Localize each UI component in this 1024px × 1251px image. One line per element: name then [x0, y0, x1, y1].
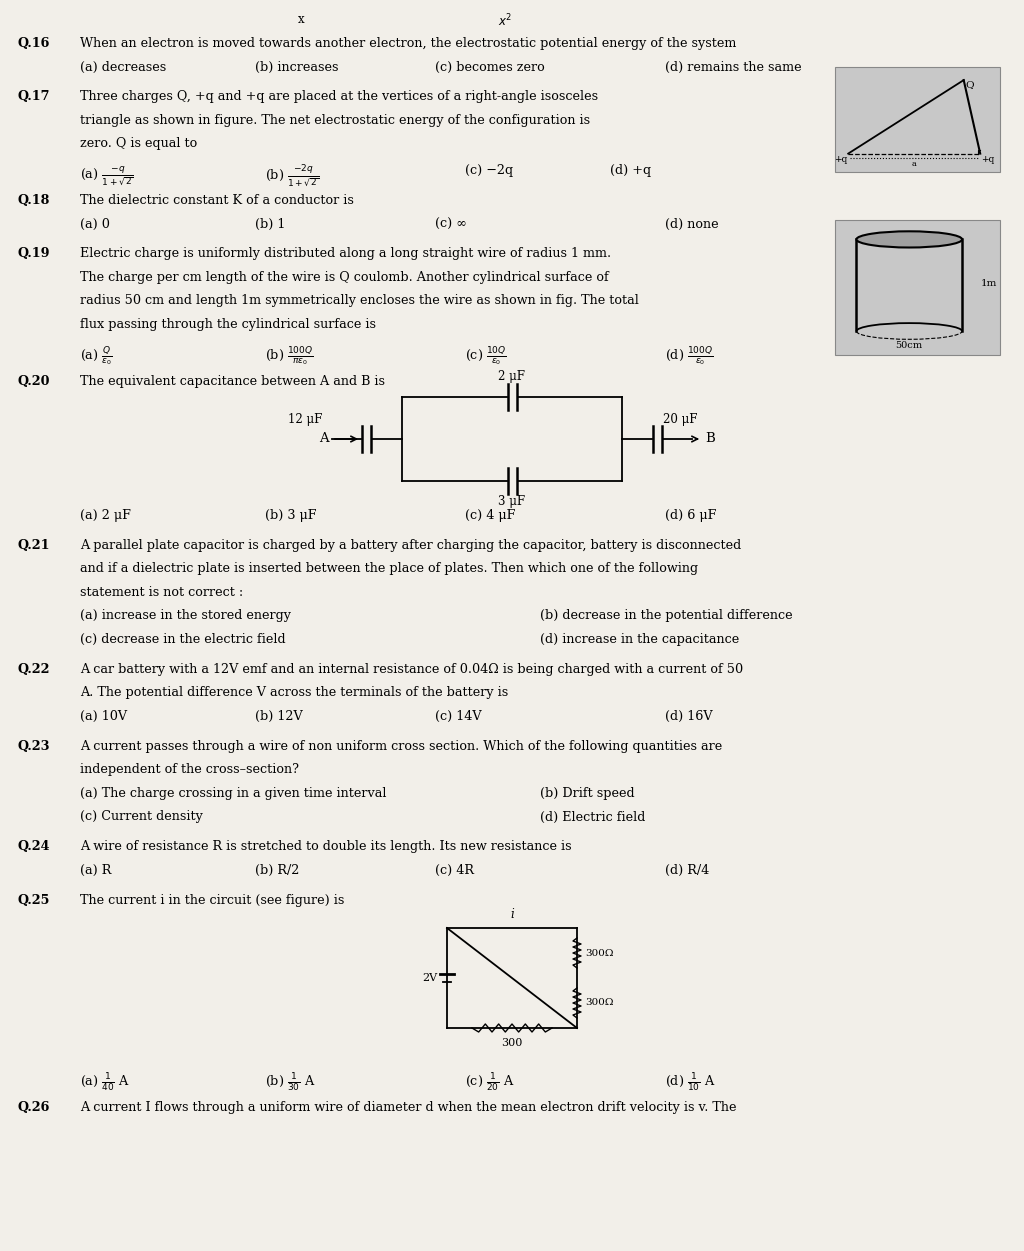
Text: A car battery with a 12V emf and an internal resistance of 0.04Ω is being charge: A car battery with a 12V emf and an inte… [80, 663, 743, 676]
Text: (b) R/2: (b) R/2 [255, 864, 299, 877]
Text: 300: 300 [502, 1038, 522, 1048]
Text: (c) ∞: (c) ∞ [435, 218, 467, 230]
Text: Q.20: Q.20 [18, 375, 50, 388]
Text: Q.26: Q.26 [18, 1101, 50, 1113]
Text: i: i [510, 908, 514, 921]
Text: and if a dielectric plate is inserted between the place of plates. Then which on: and if a dielectric plate is inserted be… [80, 563, 698, 575]
Text: independent of the cross–section?: independent of the cross–section? [80, 763, 299, 777]
Text: The charge per cm length of the wire is Q coulomb. Another cylindrical surface o: The charge per cm length of the wire is … [80, 271, 608, 284]
Text: (d) increase in the capacitance: (d) increase in the capacitance [540, 633, 739, 646]
Text: The dielectric constant K of a conductor is: The dielectric constant K of a conductor… [80, 194, 354, 206]
Text: (d) +q: (d) +q [610, 164, 651, 176]
Text: (a) $\frac{1}{40}$ A: (a) $\frac{1}{40}$ A [80, 1071, 130, 1093]
Text: flux passing through the cylindrical surface is: flux passing through the cylindrical sur… [80, 318, 376, 332]
Text: 2V: 2V [422, 973, 437, 983]
Text: $x^2$: $x^2$ [498, 13, 512, 30]
Text: (c) 4 μF: (c) 4 μF [465, 509, 515, 522]
Text: (a) increase in the stored energy: (a) increase in the stored energy [80, 609, 291, 623]
Text: A current passes through a wire of non uniform cross section. Which of the follo: A current passes through a wire of non u… [80, 741, 722, 753]
Text: (b) 3 μF: (b) 3 μF [265, 509, 316, 522]
Text: (d) none: (d) none [665, 218, 719, 230]
Text: (a) 10V: (a) 10V [80, 711, 127, 723]
Text: zero. Q is equal to: zero. Q is equal to [80, 138, 198, 150]
Bar [835, 220, 1000, 355]
Text: 300Ω: 300Ω [585, 948, 613, 957]
Text: (c) −2q: (c) −2q [465, 164, 513, 176]
Text: (d) $\frac{100Q}{\epsilon_0}$: (d) $\frac{100Q}{\epsilon_0}$ [665, 345, 714, 369]
Text: (a) $\frac{-q}{1+\sqrt{2}}$: (a) $\frac{-q}{1+\sqrt{2}}$ [80, 164, 134, 186]
Ellipse shape [856, 231, 963, 248]
Text: +q: +q [834, 155, 847, 164]
Text: When an electron is moved towards another electron, the electrostatic potential : When an electron is moved towards anothe… [80, 38, 736, 50]
Text: (b) 12V: (b) 12V [255, 711, 303, 723]
Text: (c) $\frac{1}{20}$ A: (c) $\frac{1}{20}$ A [465, 1071, 514, 1093]
Text: (d) Electric field: (d) Electric field [540, 811, 645, 823]
Text: (d) $\frac{1}{10}$ A: (d) $\frac{1}{10}$ A [665, 1071, 716, 1093]
Text: +q: +q [981, 155, 994, 164]
Text: triangle as shown in figure. The net electrostatic energy of the configuration i: triangle as shown in figure. The net ele… [80, 114, 590, 128]
Text: (d) remains the same: (d) remains the same [665, 60, 802, 74]
Text: Q.18: Q.18 [18, 194, 50, 206]
Text: (d) 6 μF: (d) 6 μF [665, 509, 717, 522]
Text: A parallel plate capacitor is charged by a battery after charging the capacitor,: A parallel plate capacitor is charged by… [80, 539, 741, 552]
Text: (a) decreases: (a) decreases [80, 60, 166, 74]
Text: Q.23: Q.23 [18, 741, 50, 753]
Text: x: x [298, 13, 304, 26]
Text: 300Ω: 300Ω [585, 998, 613, 1007]
Text: Q.19: Q.19 [18, 248, 50, 260]
Text: (b) 1: (b) 1 [255, 218, 286, 230]
Text: 2 μF: 2 μF [499, 370, 525, 383]
Text: Q.17: Q.17 [18, 90, 50, 104]
Text: (b) Drift speed: (b) Drift speed [540, 787, 635, 799]
Text: (c) 14V: (c) 14V [435, 711, 481, 723]
Text: Q.22: Q.22 [18, 663, 50, 676]
Text: Three charges Q, +q and +q are placed at the vertices of a right-angle isosceles: Three charges Q, +q and +q are placed at… [80, 90, 598, 104]
Text: (a) 0: (a) 0 [80, 218, 110, 230]
Text: radius 50 cm and length 1m symmetrically encloses the wire as shown in fig. The : radius 50 cm and length 1m symmetrically… [80, 294, 639, 308]
Text: (b) $\frac{1}{30}$ A: (b) $\frac{1}{30}$ A [265, 1071, 315, 1093]
Text: Electric charge is uniformly distributed along a long straight wire of radius 1 : Electric charge is uniformly distributed… [80, 248, 611, 260]
Text: (b) $\frac{-2q}{1+\sqrt{2}}$: (b) $\frac{-2q}{1+\sqrt{2}}$ [265, 164, 319, 189]
Text: Q.21: Q.21 [18, 539, 50, 552]
Text: (d) R/4: (d) R/4 [665, 864, 710, 877]
Text: (a) $\frac{Q}{\epsilon_0}$: (a) $\frac{Q}{\epsilon_0}$ [80, 345, 113, 369]
Text: (a) 2 μF: (a) 2 μF [80, 509, 131, 522]
Text: (a) R: (a) R [80, 864, 112, 877]
Text: A wire of resistance R is stretched to double its length. Its new resistance is: A wire of resistance R is stretched to d… [80, 841, 571, 853]
Text: 50cm: 50cm [896, 342, 923, 350]
Text: (c) 4R: (c) 4R [435, 864, 474, 877]
Text: (c) $\frac{10Q}{\epsilon_0}$: (c) $\frac{10Q}{\epsilon_0}$ [465, 345, 507, 369]
Text: Q.16: Q.16 [18, 38, 50, 50]
Text: A. The potential difference V across the terminals of the battery is: A. The potential difference V across the… [80, 687, 508, 699]
Text: B: B [705, 433, 715, 445]
Text: a: a [911, 160, 916, 168]
Text: 20 μF: 20 μF [663, 413, 697, 427]
Text: The equivalent capacitance between A and B is: The equivalent capacitance between A and… [80, 375, 385, 388]
Text: statement is not correct :: statement is not correct : [80, 585, 244, 599]
Text: A: A [319, 433, 329, 445]
Text: A current I flows through a uniform wire of diameter d when the mean electron dr: A current I flows through a uniform wire… [80, 1101, 736, 1113]
Text: 3 μF: 3 μF [499, 495, 525, 508]
Text: (b) increases: (b) increases [255, 60, 339, 74]
Text: The current i in the circuit (see figure) is: The current i in the circuit (see figure… [80, 894, 344, 907]
Text: (c) becomes zero: (c) becomes zero [435, 60, 545, 74]
Bar [835, 68, 1000, 173]
Text: Q.24: Q.24 [18, 841, 50, 853]
Text: (b) decrease in the potential difference: (b) decrease in the potential difference [540, 609, 793, 623]
Text: (a) The charge crossing in a given time interval: (a) The charge crossing in a given time … [80, 787, 386, 799]
Text: Q.25: Q.25 [18, 894, 50, 907]
Text: 12 μF: 12 μF [288, 413, 322, 427]
Text: (c) decrease in the electric field: (c) decrease in the electric field [80, 633, 286, 646]
Text: (b) $\frac{100Q}{\pi\epsilon_0}$: (b) $\frac{100Q}{\pi\epsilon_0}$ [265, 345, 313, 369]
Text: Q: Q [966, 80, 974, 89]
Text: 1m: 1m [980, 279, 996, 288]
Text: (c) Current density: (c) Current density [80, 811, 203, 823]
Text: (d) 16V: (d) 16V [665, 711, 713, 723]
